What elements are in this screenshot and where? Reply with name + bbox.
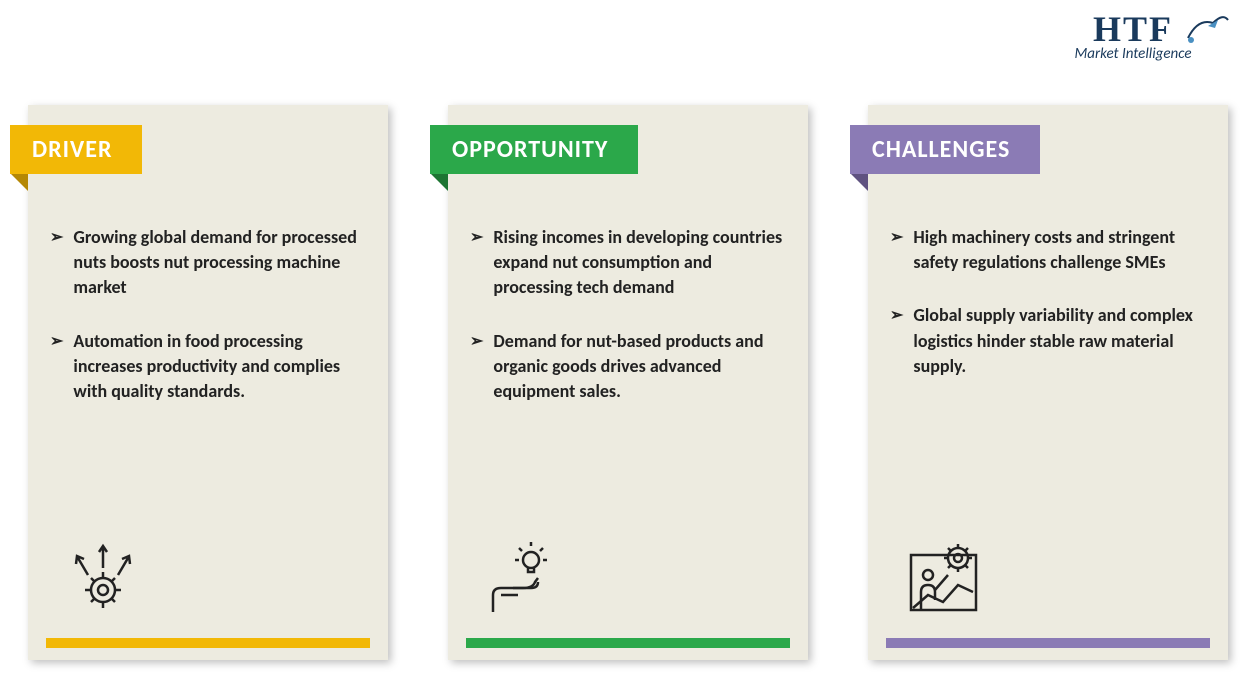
challenges-ribbon: CHALLENGES bbox=[850, 125, 1040, 174]
bullet-text: Global supply variability and complex lo… bbox=[913, 303, 1206, 379]
bullet-icon: ➢ bbox=[470, 227, 483, 249]
person-gear-chart-icon bbox=[903, 540, 983, 615]
opportunity-bottom-bar bbox=[466, 638, 790, 648]
challenges-ribbon-tail bbox=[850, 173, 868, 191]
list-item: ➢ Global supply variability and complex … bbox=[890, 303, 1206, 379]
opportunity-title: OPPORTUNITY bbox=[452, 135, 608, 164]
cards-container: DRIVER ➢ Growing global demand for proce… bbox=[28, 105, 1228, 660]
bullet-icon: ➢ bbox=[50, 227, 63, 249]
challenges-card: CHALLENGES ➢ High machinery costs and st… bbox=[868, 105, 1228, 660]
driver-content: ➢ Growing global demand for processed nu… bbox=[50, 225, 366, 432]
challenges-bottom-bar bbox=[886, 638, 1210, 648]
list-item: ➢ Demand for nut-based products and orga… bbox=[470, 329, 786, 405]
opportunity-card: OPPORTUNITY ➢ Rising incomes in developi… bbox=[448, 105, 808, 660]
bullet-icon: ➢ bbox=[470, 331, 483, 353]
hand-bulb-icon bbox=[483, 540, 563, 615]
bullet-text: High machinery costs and stringent safet… bbox=[913, 225, 1206, 275]
driver-bottom-bar bbox=[46, 638, 370, 648]
bullet-icon: ➢ bbox=[890, 305, 903, 327]
driver-card: DRIVER ➢ Growing global demand for proce… bbox=[28, 105, 388, 660]
logo-main-text: HTF bbox=[1093, 9, 1173, 49]
list-item: ➢ High machinery costs and stringent saf… bbox=[890, 225, 1206, 275]
driver-title: DRIVER bbox=[32, 135, 112, 164]
challenges-title: CHALLENGES bbox=[872, 135, 1010, 164]
driver-ribbon: DRIVER bbox=[10, 125, 142, 174]
bullet-text: Automation in food processing increases … bbox=[73, 329, 366, 405]
driver-ribbon-tail bbox=[10, 173, 28, 191]
bullet-text: Rising incomes in developing countries e… bbox=[493, 225, 786, 301]
bullet-text: Demand for nut-based products and organi… bbox=[493, 329, 786, 405]
opportunity-ribbon: OPPORTUNITY bbox=[430, 125, 638, 174]
list-item: ➢ Rising incomes in developing countries… bbox=[470, 225, 786, 301]
logo: HTF Market Intelligence bbox=[1048, 8, 1218, 63]
challenges-content: ➢ High machinery costs and stringent saf… bbox=[890, 225, 1206, 407]
bullet-icon: ➢ bbox=[50, 331, 63, 353]
opportunity-content: ➢ Rising incomes in developing countries… bbox=[470, 225, 786, 432]
gear-arrows-icon bbox=[63, 540, 143, 615]
list-item: ➢ Automation in food processing increase… bbox=[50, 329, 366, 405]
bullet-text: Growing global demand for processed nuts… bbox=[73, 225, 366, 301]
logo-accent-icon bbox=[1183, 8, 1233, 48]
list-item: ➢ Growing global demand for processed nu… bbox=[50, 225, 366, 301]
logo-text-top: HTF bbox=[1048, 8, 1218, 50]
opportunity-ribbon-tail bbox=[430, 173, 448, 191]
bullet-icon: ➢ bbox=[890, 227, 903, 249]
